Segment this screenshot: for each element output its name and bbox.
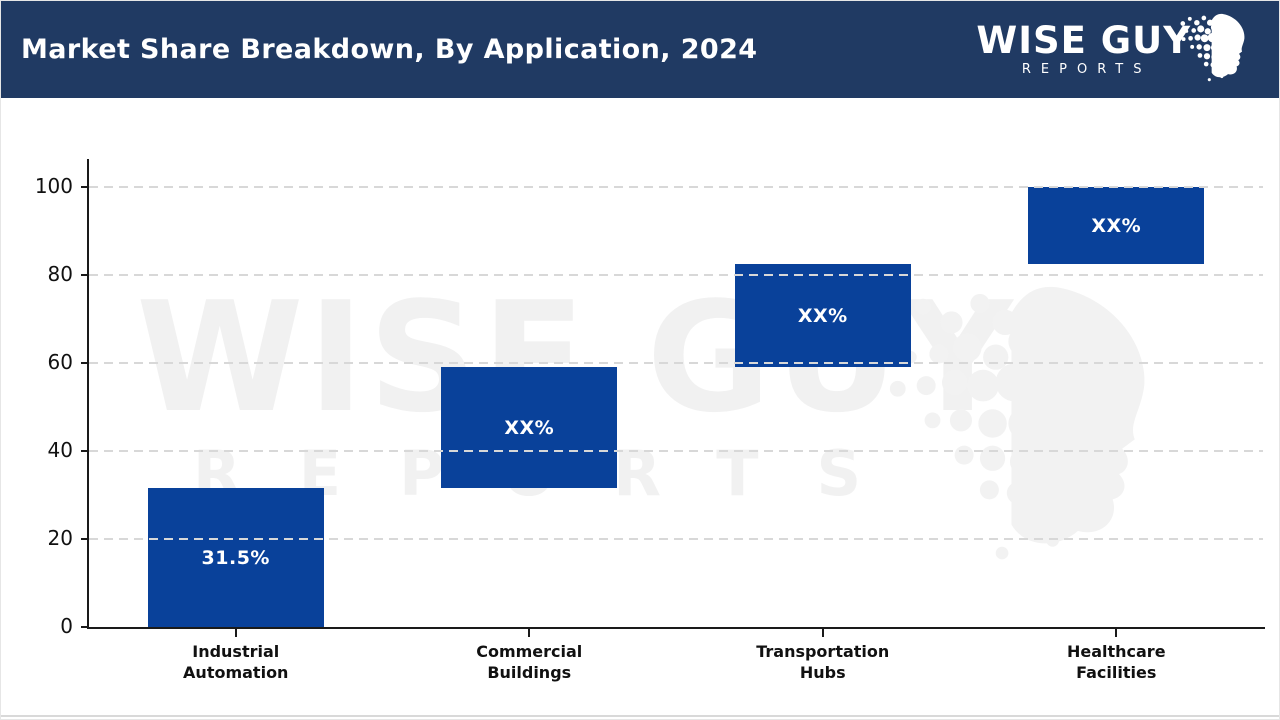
waterfall-bar: 31.5% — [147, 488, 324, 627]
bar-value-label: 31.5% — [201, 546, 270, 569]
gridline — [89, 186, 1263, 188]
category-label-line: Healthcare — [1066, 642, 1166, 661]
category-label: Healthcare Facilities — [986, 641, 1246, 683]
category-label: Transportation Hubs — [693, 641, 953, 683]
logo-wordmark-line2: REPORTS — [1021, 62, 1152, 77]
y-tick-mark — [81, 274, 89, 276]
waterfall-bar: XX% — [441, 367, 618, 489]
gridline — [89, 362, 1263, 364]
y-tick-mark — [81, 450, 89, 452]
y-tick-label: 100 — [34, 174, 73, 198]
y-tick-label: 0 — [60, 614, 73, 638]
bar-value-label: XX% — [797, 304, 848, 327]
y-axis-line — [87, 159, 89, 629]
y-tick-mark — [81, 362, 89, 364]
y-tick-mark — [81, 186, 89, 188]
waterfall-bar: XX% — [1028, 187, 1205, 264]
category-label-line: Automation — [183, 663, 289, 682]
x-tick-mark — [1115, 629, 1118, 637]
y-tick-mark — [81, 538, 89, 540]
category-label-line: Transportation — [756, 642, 890, 661]
gridline — [89, 450, 1263, 452]
footer-divider — [1, 715, 1279, 717]
gridline — [89, 274, 1263, 276]
x-tick-mark — [528, 629, 531, 637]
category-label: Industrial Automation — [106, 641, 366, 683]
logo-face-icon — [1175, 9, 1253, 91]
logo-wordmark: WISE GUY REPORTS — [976, 22, 1191, 77]
category-label: Commercial Buildings — [399, 641, 659, 683]
gridline — [89, 538, 1263, 540]
category-label-line: Facilities — [1076, 663, 1157, 682]
bar-value-label: XX% — [504, 416, 555, 439]
x-axis-line — [87, 627, 1265, 629]
category-label-line: Hubs — [799, 663, 846, 682]
x-tick-mark — [234, 629, 237, 637]
header: Market Share Breakdown, By Application, … — [1, 1, 1279, 98]
y-tick-label: 20 — [47, 526, 73, 550]
category-label-line: Buildings — [487, 663, 572, 682]
bar-value-label: XX% — [1091, 214, 1142, 237]
chart-title: Market Share Breakdown, By Application, … — [21, 34, 758, 65]
x-tick-mark — [821, 629, 824, 637]
category-label-line: Commercial — [476, 642, 583, 661]
y-tick-label: 80 — [47, 262, 73, 286]
category-label-line: Industrial — [192, 642, 280, 661]
logo-wordmark-line1: WISE GUY — [976, 19, 1191, 62]
y-tick-mark — [81, 626, 89, 628]
waterfall-bar: XX% — [734, 264, 911, 368]
y-tick-label: 60 — [47, 350, 73, 374]
y-tick-label: 40 — [47, 438, 73, 462]
wise-guy-logo: WISE GUY REPORTS — [976, 9, 1253, 91]
